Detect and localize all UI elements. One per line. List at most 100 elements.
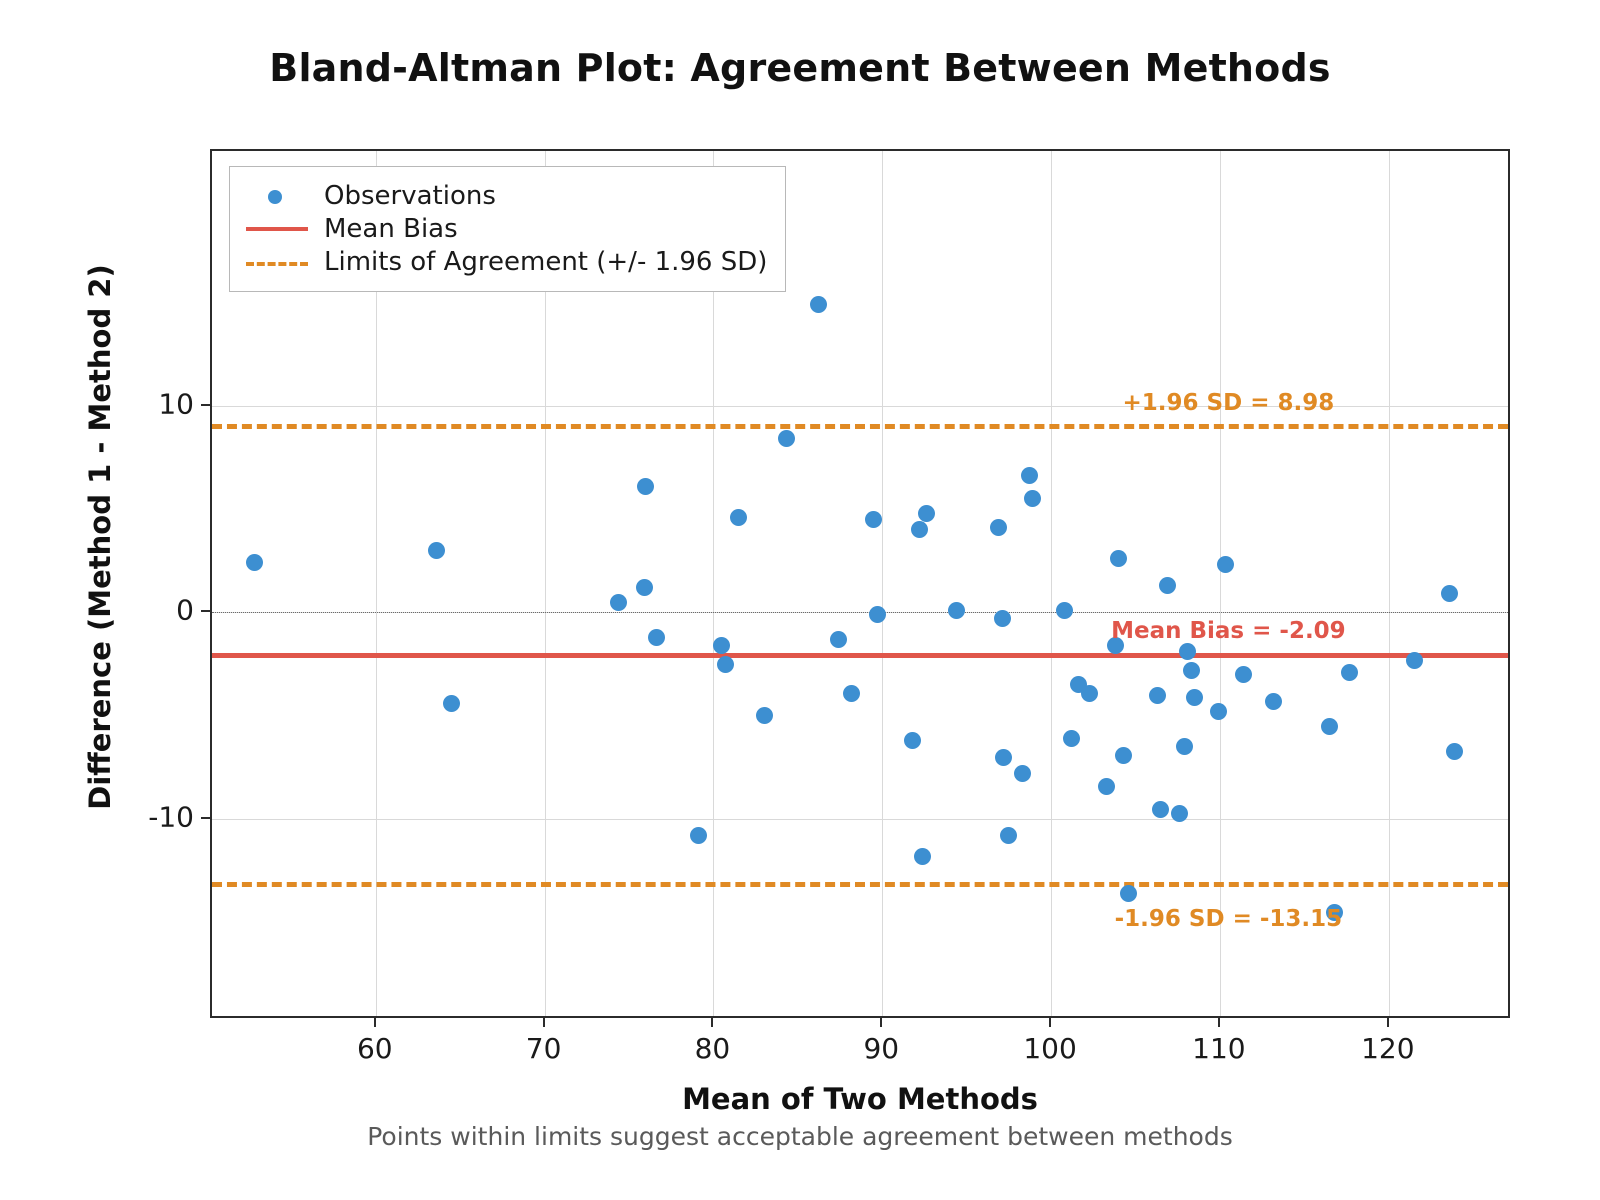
x-tick-label: 90: [863, 1032, 900, 1065]
x-axis-label: Mean of Two Methods: [682, 1082, 1038, 1116]
data-point: [865, 510, 883, 528]
data-point: [730, 508, 748, 526]
data-point: [829, 630, 847, 648]
upper-loa-annotation: +1.96 SD = 8.98: [1122, 390, 1335, 417]
x-tick-mark: [1049, 1018, 1052, 1027]
legend-label-limits-of-agreement: Limits of Agreement (+/- 1.96 SD): [324, 246, 768, 277]
data-point: [1115, 746, 1133, 764]
data-point: [610, 593, 628, 611]
legend-label-observations: Observations: [324, 180, 496, 211]
data-point: [1098, 777, 1116, 795]
gridline-horizontal: [212, 405, 1508, 407]
data-point: [1179, 643, 1197, 661]
reference-line-lower_loa: [212, 882, 1508, 887]
data-point: [428, 541, 445, 559]
page-title: Bland-Altman Plot: Agreement Between Met…: [269, 46, 1331, 90]
data-point: [635, 579, 653, 597]
gridline-vertical: [1051, 151, 1053, 1016]
gridline-vertical: [1219, 151, 1221, 1016]
data-point: [904, 732, 922, 750]
x-tick-mark: [542, 1018, 545, 1027]
x-tick-label: 70: [525, 1032, 562, 1065]
x-tick-label: 60: [356, 1032, 393, 1065]
data-point: [910, 521, 928, 539]
reference-line-mean_bias: [212, 653, 1508, 659]
data-point: [755, 707, 773, 725]
data-point: [245, 554, 263, 572]
data-point: [843, 684, 861, 702]
x-tick-label: 100: [1023, 1032, 1077, 1065]
gridline-vertical: [544, 151, 546, 1016]
y-tick-label: -10: [148, 800, 194, 834]
legend: Observations Mean Bias Limits of Agreeme…: [229, 166, 787, 292]
data-point: [1120, 885, 1138, 903]
x-tick-mark: [373, 1018, 376, 1027]
legend-item-observations[interactable]: Observations: [244, 179, 767, 212]
data-point: [1024, 490, 1041, 508]
plot-area: +1.96 SD = 8.98 Mean Bias = -2.09 -1.96 SD…: [210, 149, 1510, 1018]
data-point: [917, 504, 935, 522]
y-tick-mark: [201, 817, 210, 820]
data-point: [993, 610, 1011, 628]
gridline-vertical: [375, 151, 377, 1016]
x-tick-mark: [880, 1018, 883, 1027]
y-tick-mark: [201, 403, 210, 406]
data-point: [1216, 556, 1234, 574]
data-point: [1441, 585, 1458, 603]
data-point: [990, 519, 1008, 537]
data-point: [1170, 804, 1188, 822]
data-point: [1209, 703, 1227, 721]
data-point: [1062, 730, 1080, 748]
y-tick-label: 0: [176, 593, 194, 627]
legend-item-mean-bias[interactable]: Mean Bias: [244, 212, 767, 245]
data-point: [1265, 692, 1283, 710]
data-point: [914, 848, 932, 865]
data-point: [713, 637, 731, 654]
x-tick-label: 80: [694, 1032, 731, 1065]
lower-loa-annotation: -1.96 SD = -13.15: [1114, 905, 1343, 932]
data-point: [1056, 601, 1074, 619]
data-point: [868, 606, 886, 623]
data-point: [1000, 827, 1018, 845]
data-point: [1341, 663, 1359, 681]
mean-bias-annotation: Mean Bias = -2.09: [1111, 618, 1346, 644]
data-point: [647, 628, 665, 646]
x-tick-label: 120: [1361, 1032, 1415, 1065]
observations-marker-icon: [244, 185, 310, 207]
gridline-vertical: [713, 151, 715, 1016]
data-point: [1186, 688, 1204, 706]
data-point: [809, 295, 827, 313]
data-point: [1326, 903, 1344, 921]
data-point: [948, 601, 965, 619]
data-point: [637, 477, 655, 495]
data-point: [1235, 666, 1253, 683]
data-point: [716, 655, 734, 673]
data-point: [1152, 800, 1170, 818]
legend-label-mean-bias: Mean Bias: [324, 213, 458, 244]
x-tick-mark: [1386, 1018, 1389, 1027]
data-point: [1321, 717, 1339, 735]
y-axis-label: Difference (Method 1 - Method 2): [83, 264, 117, 810]
data-point: [1013, 765, 1031, 783]
gridline-horizontal: [212, 819, 1508, 821]
data-point: [1081, 684, 1099, 702]
chart-footnote: Points within limits suggest acceptable …: [367, 1122, 1233, 1151]
mean-bias-line-icon: [244, 218, 310, 240]
reference-line-upper_loa: [212, 424, 1508, 430]
data-point: [1446, 742, 1464, 760]
reference-line-zero: [212, 612, 1508, 614]
data-point: [777, 430, 795, 448]
gridline-vertical: [882, 151, 884, 1016]
legend-item-limits-of-agreement[interactable]: Limits of Agreement (+/- 1.96 SD): [244, 245, 767, 278]
data-point: [1110, 550, 1128, 568]
data-point: [1149, 686, 1166, 704]
data-point: [995, 748, 1013, 766]
data-point: [689, 827, 707, 845]
x-tick-mark: [711, 1018, 714, 1027]
data-point: [1182, 661, 1200, 679]
data-point: [443, 694, 461, 712]
y-tick-mark: [201, 610, 210, 613]
data-point: [1159, 577, 1177, 594]
data-point: [1020, 467, 1038, 485]
